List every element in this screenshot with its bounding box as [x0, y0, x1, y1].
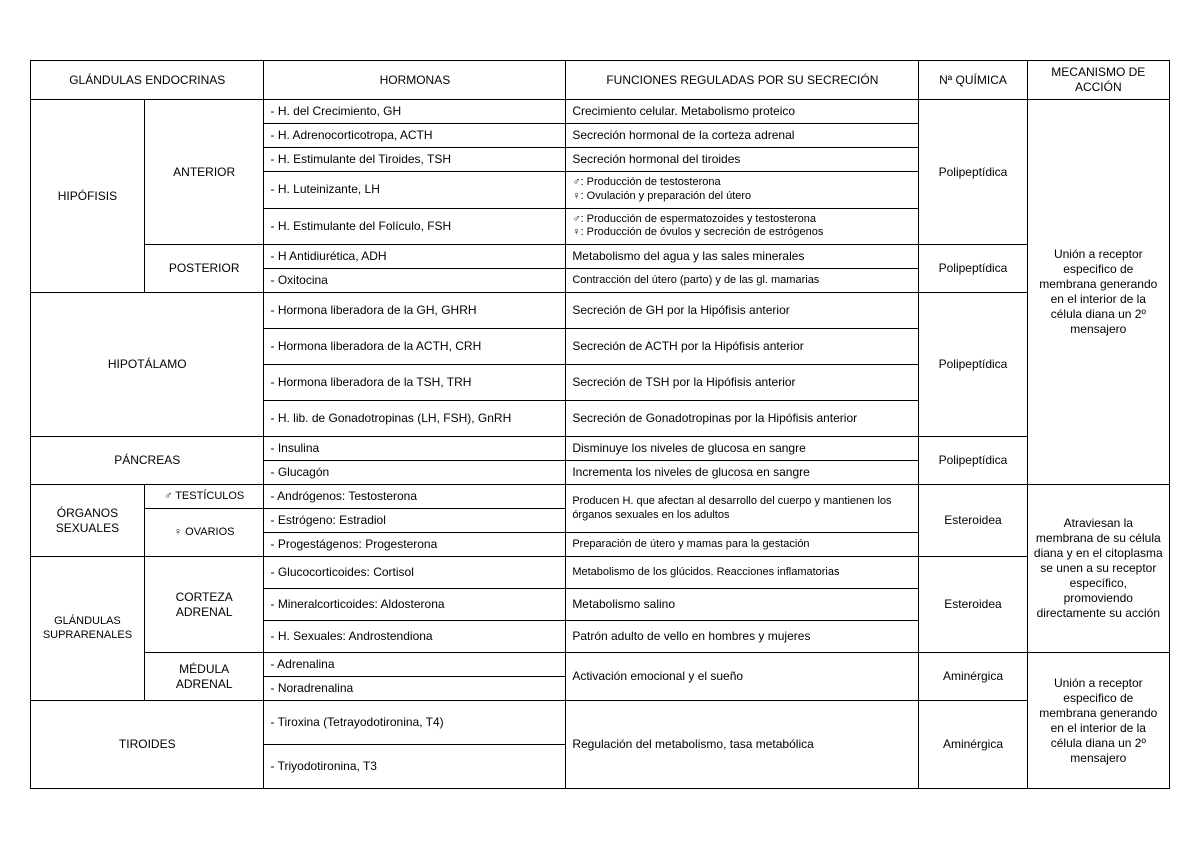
funcion-lh: ♂: Producción de testosterona♀: Ovulació… — [566, 172, 919, 209]
corteza-adrenal: CORTEZA ADRENAL — [144, 557, 264, 653]
quimica-aminergica-1: Aminérgica — [919, 653, 1027, 701]
header-mecanismo: MECANISMO DE ACCIÓN — [1027, 61, 1169, 100]
glandula-tiroides: TIROIDES — [31, 701, 264, 789]
glandula-suprarrenales: GLÁNDULAS SUPRARENALES — [31, 557, 145, 701]
hormona-t3: - Triyodotironina, T3 — [264, 745, 566, 789]
hormona-acth: - H. Adrenocorticotropa, ACTH — [264, 124, 566, 148]
header-quimica: Nª QUÍMICA — [919, 61, 1027, 100]
header-funciones: FUNCIONES REGULADAS POR SU SECRECIÓN — [566, 61, 919, 100]
funcion-gh: Crecimiento celular. Metabolismo proteic… — [566, 100, 919, 124]
hormona-progesterona: - Progestágenos: Progesterona — [264, 533, 566, 557]
hormona-trh: - Hormona liberadora de la TSH, TRH — [264, 365, 566, 401]
funcion-tiroides: Regulación del metabolismo, tasa metaból… — [566, 701, 919, 789]
glandula-hipotalamo: HIPOTÁLAMO — [31, 293, 264, 437]
header-hormonas: HORMONAS — [264, 61, 566, 100]
quimica-esteroidea-1: Esteroidea — [919, 485, 1027, 557]
mecanismo-membrana: Unión a receptor especifico de membrana … — [1027, 100, 1169, 485]
funcion-ghrh: Secreción de GH por la Hipófisis anterio… — [566, 293, 919, 329]
hormona-gnrh: - H. lib. de Gonadotropinas (LH, FSH), G… — [264, 401, 566, 437]
funcion-trh: Secreción de TSH por la Hipófisis anteri… — [566, 365, 919, 401]
quimica-aminergica-2: Aminérgica — [919, 701, 1027, 789]
hormona-aldosterona: - Mineralcorticoides: Aldosterona — [264, 589, 566, 621]
hipofisis-anterior: ANTERIOR — [144, 100, 264, 245]
endocrine-table: GLÁNDULAS ENDOCRINAS HORMONAS FUNCIONES … — [30, 60, 1170, 789]
funcion-fsh: ♂: Producción de espermatozoides y testo… — [566, 208, 919, 245]
funcion-tsh: Secreción hormonal del tiroides — [566, 148, 919, 172]
quimica-polipeptidica-3: Polipeptídica — [919, 293, 1027, 437]
hormona-gh: - H. del Crecimiento, GH — [264, 100, 566, 124]
funcion-aldosterona: Metabolismo salino — [566, 589, 919, 621]
funcion-insulina: Disminuye los niveles de glucosa en sang… — [566, 437, 919, 461]
ovarios: ♀ OVARIOS — [144, 509, 264, 557]
mecanismo-membrana-2: Unión a receptor especifico de membrana … — [1027, 653, 1169, 789]
quimica-polipeptidica-4: Polipeptídica — [919, 437, 1027, 485]
hormona-insulina: - Insulina — [264, 437, 566, 461]
funcion-adh: Metabolismo del agua y las sales mineral… — [566, 245, 919, 269]
funcion-crh: Secreción de ACTH por la Hipófisis anter… — [566, 329, 919, 365]
funcion-progesterona: Preparación de útero y mamas para la ges… — [566, 533, 919, 557]
hormona-glucagon: - Glucagón — [264, 461, 566, 485]
quimica-polipeptidica-1: Polipeptídica — [919, 100, 1027, 245]
hormona-adh: - H Antidiurética, ADH — [264, 245, 566, 269]
hormona-cortisol: - Glucocorticoides: Cortisol — [264, 557, 566, 589]
funcion-gnrh: Secreción de Gonadotropinas por la Hipóf… — [566, 401, 919, 437]
hormona-t4: - Tiroxina (Tetrayodotironina, T4) — [264, 701, 566, 745]
hormona-tsh: - H. Estimulante del Tiroides, TSH — [264, 148, 566, 172]
hormona-ghrh: - Hormona liberadora de la GH, GHRH — [264, 293, 566, 329]
funcion-oxitocina: Contracción del útero (parto) y de las g… — [566, 269, 919, 293]
hormona-lh: - H. Luteinizante, LH — [264, 172, 566, 209]
glandula-pancreas: PÁNCREAS — [31, 437, 264, 485]
quimica-polipeptidica-2: Polipeptídica — [919, 245, 1027, 293]
hormona-testosterona: - Andrógenos: Testosterona — [264, 485, 566, 509]
hormona-adrenalina: - Adrenalina — [264, 653, 566, 677]
funcion-androstendiona: Patrón adulto de vello en hombres y muje… — [566, 621, 919, 653]
funcion-glucagon: Incrementa los niveles de glucosa en san… — [566, 461, 919, 485]
hormona-estradiol: - Estrógeno: Estradiol — [264, 509, 566, 533]
testiculos: ♂ TESTÍCULOS — [144, 485, 264, 509]
hormona-crh: - Hormona liberadora de la ACTH, CRH — [264, 329, 566, 365]
hipofisis-posterior: POSTERIOR — [144, 245, 264, 293]
funcion-acth: Secreción hormonal de la corteza adrenal — [566, 124, 919, 148]
hormona-androstendiona: - H. Sexuales: Androstendiona — [264, 621, 566, 653]
header-glandulas: GLÁNDULAS ENDOCRINAS — [31, 61, 264, 100]
funcion-sexuales: Producen H. que afectan al desarrollo de… — [566, 485, 919, 533]
hormona-fsh: - H. Estimulante del Folículo, FSH — [264, 208, 566, 245]
glandula-hipofisis: HIPÓFISIS — [31, 100, 145, 293]
glandula-sexuales: ÓRGANOS SEXUALES — [31, 485, 145, 557]
hormona-noradrenalina: - Noradrenalina — [264, 677, 566, 701]
funcion-cortisol: Metabolismo de los glúcidos. Reacciones … — [566, 557, 919, 589]
mecanismo-citoplasma: Atraviesan la membrana de su célula dian… — [1027, 485, 1169, 653]
quimica-esteroidea-2: Esteroidea — [919, 557, 1027, 653]
medula-adrenal: MÉDULA ADRENAL — [144, 653, 264, 701]
funcion-medula: Activación emocional y el sueño — [566, 653, 919, 701]
hormona-oxitocina: - Oxitocina — [264, 269, 566, 293]
